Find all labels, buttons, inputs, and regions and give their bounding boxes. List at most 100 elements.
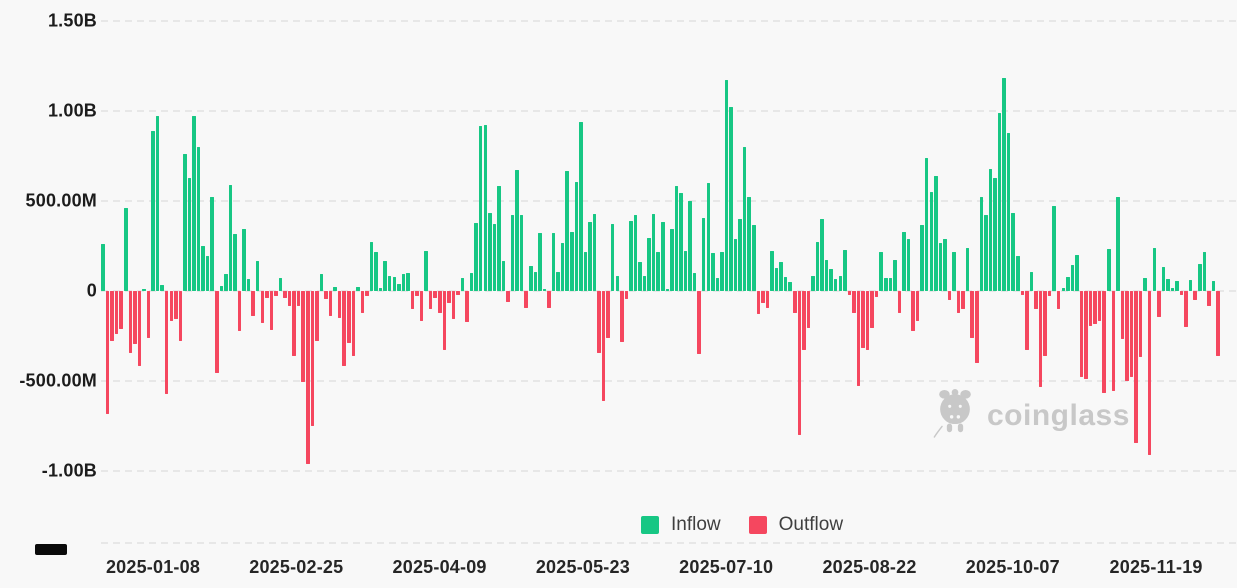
- inflow-bar[interactable]: [1052, 205, 1056, 291]
- inflow-bar[interactable]: [724, 80, 729, 291]
- inflow-bar[interactable]: [278, 277, 283, 291]
- outflow-bar[interactable]: [797, 291, 802, 435]
- inflow-bar[interactable]: [246, 279, 251, 291]
- inflow-bar[interactable]: [378, 288, 383, 291]
- outflow-bar[interactable]: [1020, 291, 1025, 295]
- outflow-bar[interactable]: [1088, 291, 1093, 327]
- inflow-bar[interactable]: [829, 269, 833, 291]
- outflow-bar[interactable]: [1093, 291, 1097, 325]
- outflow-bar[interactable]: [1025, 291, 1029, 350]
- inflow-bar[interactable]: [706, 183, 711, 291]
- inflow-bar[interactable]: [424, 251, 428, 291]
- inflow-bar[interactable]: [779, 262, 783, 291]
- inflow-bar[interactable]: [893, 259, 897, 291]
- inflow-bar[interactable]: [538, 232, 542, 291]
- inflow-bar[interactable]: [1161, 266, 1166, 291]
- inflow-bar[interactable]: [460, 277, 465, 291]
- inflow-bar[interactable]: [201, 246, 205, 291]
- inflow-bar[interactable]: [583, 252, 588, 291]
- inflow-bar[interactable]: [242, 228, 246, 291]
- outflow-bar[interactable]: [260, 291, 265, 323]
- outflow-bar[interactable]: [620, 291, 624, 343]
- inflow-bar[interactable]: [406, 273, 410, 291]
- outflow-bar[interactable]: [310, 291, 315, 426]
- inflow-bar[interactable]: [210, 197, 214, 291]
- inflow-bar[interactable]: [542, 289, 547, 291]
- outflow-bar[interactable]: [961, 291, 965, 309]
- inflow-bar[interactable]: [1011, 212, 1015, 291]
- outflow-bar[interactable]: [447, 291, 451, 303]
- inflow-bar[interactable]: [843, 249, 847, 291]
- outflow-bar[interactable]: [105, 291, 110, 415]
- outflow-bar[interactable]: [1207, 291, 1211, 307]
- inflow-bar[interactable]: [592, 213, 597, 291]
- inflow-bar[interactable]: [938, 243, 943, 291]
- inflow-bar[interactable]: [783, 276, 788, 291]
- outflow-bar[interactable]: [351, 291, 356, 356]
- inflow-bar[interactable]: [988, 168, 993, 291]
- inflow-bar[interactable]: [224, 273, 228, 291]
- inflow-bar[interactable]: [565, 171, 569, 291]
- inflow-bar[interactable]: [997, 112, 1002, 291]
- outflow-bar[interactable]: [1138, 291, 1143, 357]
- inflow-bar[interactable]: [770, 251, 774, 291]
- inflow-bar[interactable]: [729, 106, 733, 291]
- inflow-bar[interactable]: [319, 274, 324, 291]
- inflow-bar[interactable]: [629, 220, 633, 291]
- inflow-bar[interactable]: [742, 147, 747, 291]
- outflow-bar[interactable]: [415, 291, 419, 297]
- inflow-bar[interactable]: [356, 287, 360, 291]
- outflow-bar[interactable]: [1147, 291, 1152, 455]
- outflow-bar[interactable]: [975, 291, 979, 363]
- outflow-bar[interactable]: [296, 291, 301, 307]
- inflow-bar[interactable]: [647, 237, 651, 291]
- inflow-bar[interactable]: [679, 192, 683, 291]
- outflow-bar[interactable]: [215, 291, 219, 373]
- inflow-bar[interactable]: [1170, 288, 1175, 291]
- inflow-bar[interactable]: [228, 184, 233, 291]
- outflow-bar[interactable]: [283, 291, 287, 299]
- inflow-bar[interactable]: [401, 273, 406, 291]
- outflow-bar[interactable]: [328, 291, 333, 317]
- inflow-bar[interactable]: [1152, 247, 1157, 291]
- outflow-bar[interactable]: [114, 291, 119, 335]
- outflow-bar[interactable]: [174, 291, 178, 320]
- inflow-bar[interactable]: [1066, 276, 1070, 291]
- inflow-bar[interactable]: [711, 253, 715, 291]
- outflow-bar[interactable]: [337, 291, 342, 318]
- outflow-bar[interactable]: [292, 291, 296, 356]
- inflow-bar[interactable]: [824, 259, 829, 291]
- inflow-bar[interactable]: [1075, 255, 1079, 291]
- inflow-bar[interactable]: [993, 177, 997, 291]
- inflow-bar[interactable]: [392, 276, 396, 291]
- outflow-bar[interactable]: [597, 291, 601, 354]
- outflow-bar[interactable]: [119, 291, 123, 330]
- outflow-bar[interactable]: [1184, 291, 1188, 327]
- outflow-bar[interactable]: [1216, 291, 1220, 356]
- outflow-bar[interactable]: [178, 291, 183, 342]
- inflow-bar[interactable]: [752, 225, 756, 291]
- outflow-bar[interactable]: [347, 291, 351, 343]
- outflow-bar[interactable]: [451, 291, 456, 319]
- outflow-bar[interactable]: [1134, 291, 1138, 444]
- inflow-bar[interactable]: [638, 262, 642, 291]
- inflow-bar[interactable]: [820, 219, 824, 291]
- inflow-bar[interactable]: [192, 116, 196, 291]
- outflow-bar[interactable]: [1038, 291, 1043, 388]
- inflow-bar[interactable]: [934, 175, 938, 291]
- inflow-bar[interactable]: [1188, 280, 1193, 291]
- outflow-bar[interactable]: [315, 291, 319, 342]
- outflow-bar[interactable]: [360, 291, 365, 313]
- outflow-bar[interactable]: [433, 291, 437, 299]
- outflow-bar[interactable]: [761, 291, 765, 303]
- outflow-bar[interactable]: [1102, 291, 1106, 393]
- inflow-bar[interactable]: [183, 154, 187, 291]
- inflow-bar[interactable]: [879, 252, 883, 291]
- inflow-bar[interactable]: [965, 247, 970, 291]
- inflow-bar[interactable]: [774, 267, 779, 291]
- outflow-bar[interactable]: [601, 291, 606, 401]
- inflow-bar[interactable]: [533, 272, 538, 291]
- outflow-bar[interactable]: [911, 291, 915, 331]
- inflow-bar[interactable]: [670, 228, 674, 291]
- inflow-bar[interactable]: [579, 121, 583, 291]
